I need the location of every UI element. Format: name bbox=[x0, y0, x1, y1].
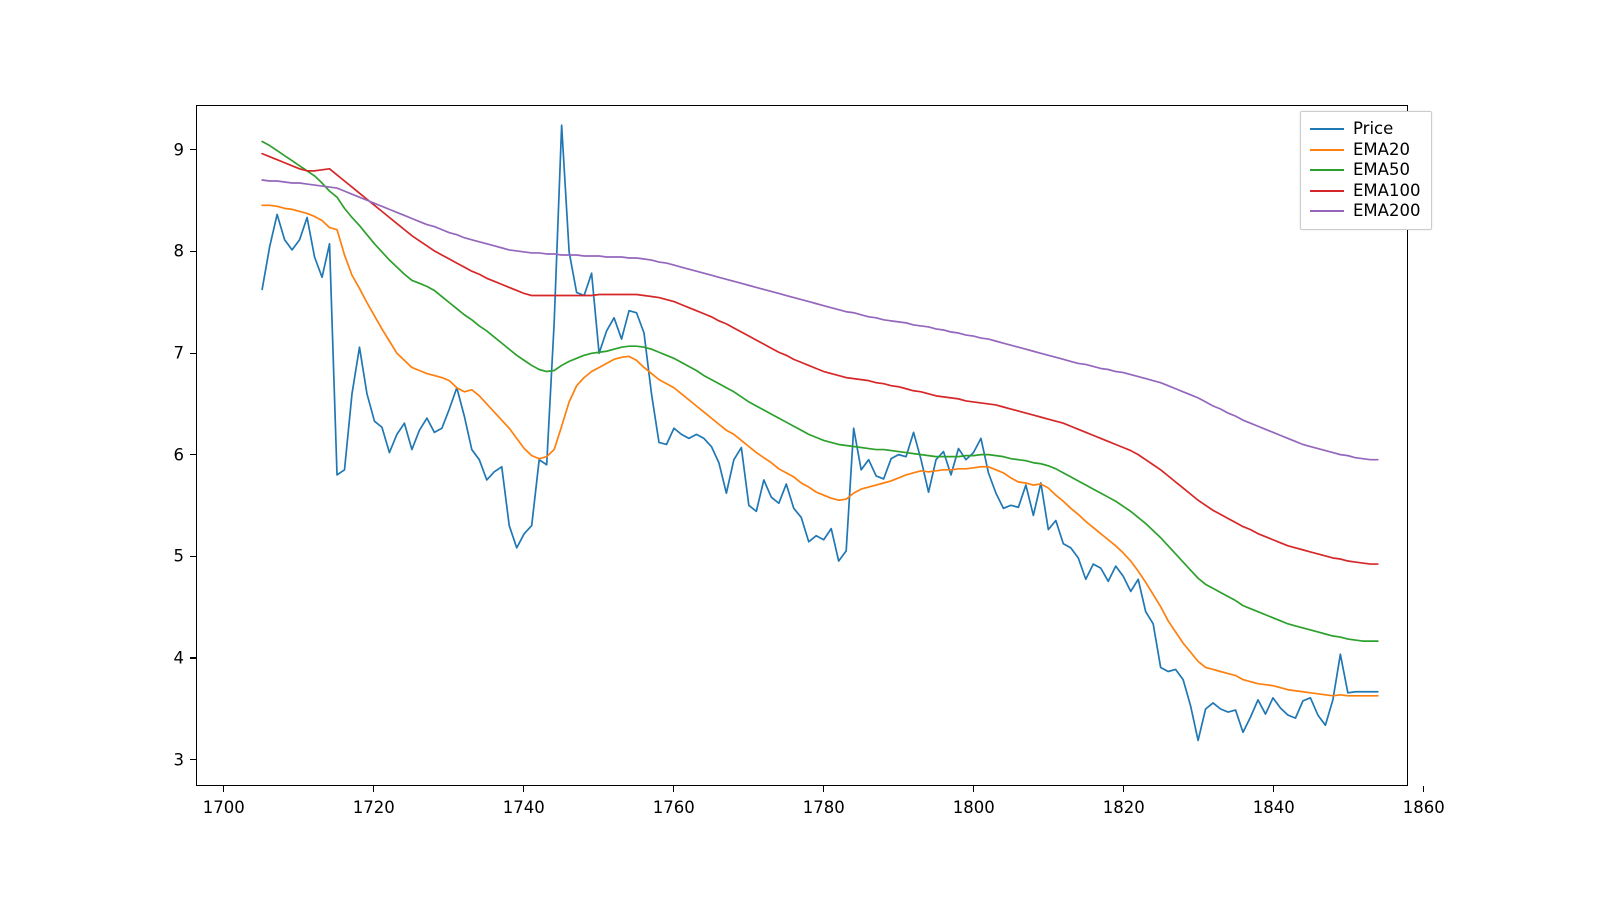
y-tick-mark bbox=[190, 454, 196, 456]
x-tick-mark bbox=[523, 786, 525, 792]
x-tick-mark bbox=[1423, 786, 1425, 792]
legend-item-ema20[interactable]: EMA20 bbox=[1310, 140, 1420, 161]
series-line-ema100 bbox=[262, 154, 1378, 564]
x-tick-label: 1740 bbox=[502, 798, 545, 817]
x-tick-label: 1840 bbox=[1252, 798, 1295, 817]
plot-area bbox=[196, 105, 1408, 786]
x-tick-mark bbox=[373, 786, 375, 792]
y-tick-label: 8 bbox=[173, 241, 185, 261]
legend-item-ema200[interactable]: EMA200 bbox=[1310, 201, 1420, 222]
y-tick-mark bbox=[190, 149, 196, 151]
series-line-price bbox=[262, 125, 1378, 740]
legend-swatch-ema100-icon bbox=[1310, 189, 1344, 192]
legend-swatch-ema20-icon bbox=[1310, 148, 1344, 151]
y-tick-mark bbox=[190, 759, 196, 761]
legend-swatch-price-icon bbox=[1310, 128, 1344, 131]
x-tick-label: 1800 bbox=[952, 798, 995, 817]
legend-swatch-ema200-icon bbox=[1310, 210, 1344, 213]
y-tick-mark bbox=[190, 657, 196, 659]
series-line-ema50 bbox=[262, 141, 1378, 641]
y-tick-label: 4 bbox=[173, 648, 185, 668]
y-tick-mark bbox=[190, 555, 196, 557]
series-line-ema200 bbox=[262, 180, 1378, 460]
x-tick-mark bbox=[973, 786, 975, 792]
legend-label: EMA100 bbox=[1353, 180, 1421, 200]
legend-label: EMA50 bbox=[1353, 160, 1410, 179]
x-tick-label: 1760 bbox=[652, 798, 695, 817]
legend-label: Price bbox=[1353, 119, 1394, 138]
legend-swatch-ema50-icon bbox=[1310, 169, 1344, 172]
legend[interactable]: Price EMA20 EMA50 EMA100 EMA200 bbox=[1300, 111, 1433, 230]
x-tick-mark bbox=[223, 786, 225, 792]
y-tick-label: 5 bbox=[173, 546, 185, 566]
series-line-ema20 bbox=[262, 205, 1378, 696]
y-tick-label: 9 bbox=[173, 140, 185, 160]
y-tick-label: 6 bbox=[173, 445, 185, 465]
y-tick-label: 3 bbox=[173, 750, 185, 770]
x-tick-label: 1860 bbox=[1402, 798, 1445, 817]
y-tick-label: 7 bbox=[173, 343, 185, 363]
x-tick-label: 1720 bbox=[352, 798, 395, 817]
series-canvas bbox=[197, 106, 1407, 785]
x-tick-label: 1820 bbox=[1102, 798, 1145, 817]
y-tick-mark bbox=[190, 352, 196, 354]
x-tick-mark bbox=[823, 786, 825, 792]
legend-item-price[interactable]: Price bbox=[1310, 119, 1420, 140]
x-tick-label: 1700 bbox=[202, 798, 245, 817]
x-tick-mark bbox=[1123, 786, 1125, 792]
legend-label: EMA200 bbox=[1353, 201, 1421, 220]
x-tick-mark bbox=[1273, 786, 1275, 792]
y-tick-mark bbox=[190, 250, 196, 252]
x-tick-label: 1780 bbox=[802, 798, 845, 817]
x-tick-mark bbox=[673, 786, 675, 792]
legend-item-ema100[interactable]: EMA100 bbox=[1310, 181, 1420, 202]
legend-label: EMA20 bbox=[1353, 139, 1410, 159]
legend-item-ema50[interactable]: EMA50 bbox=[1310, 160, 1420, 181]
